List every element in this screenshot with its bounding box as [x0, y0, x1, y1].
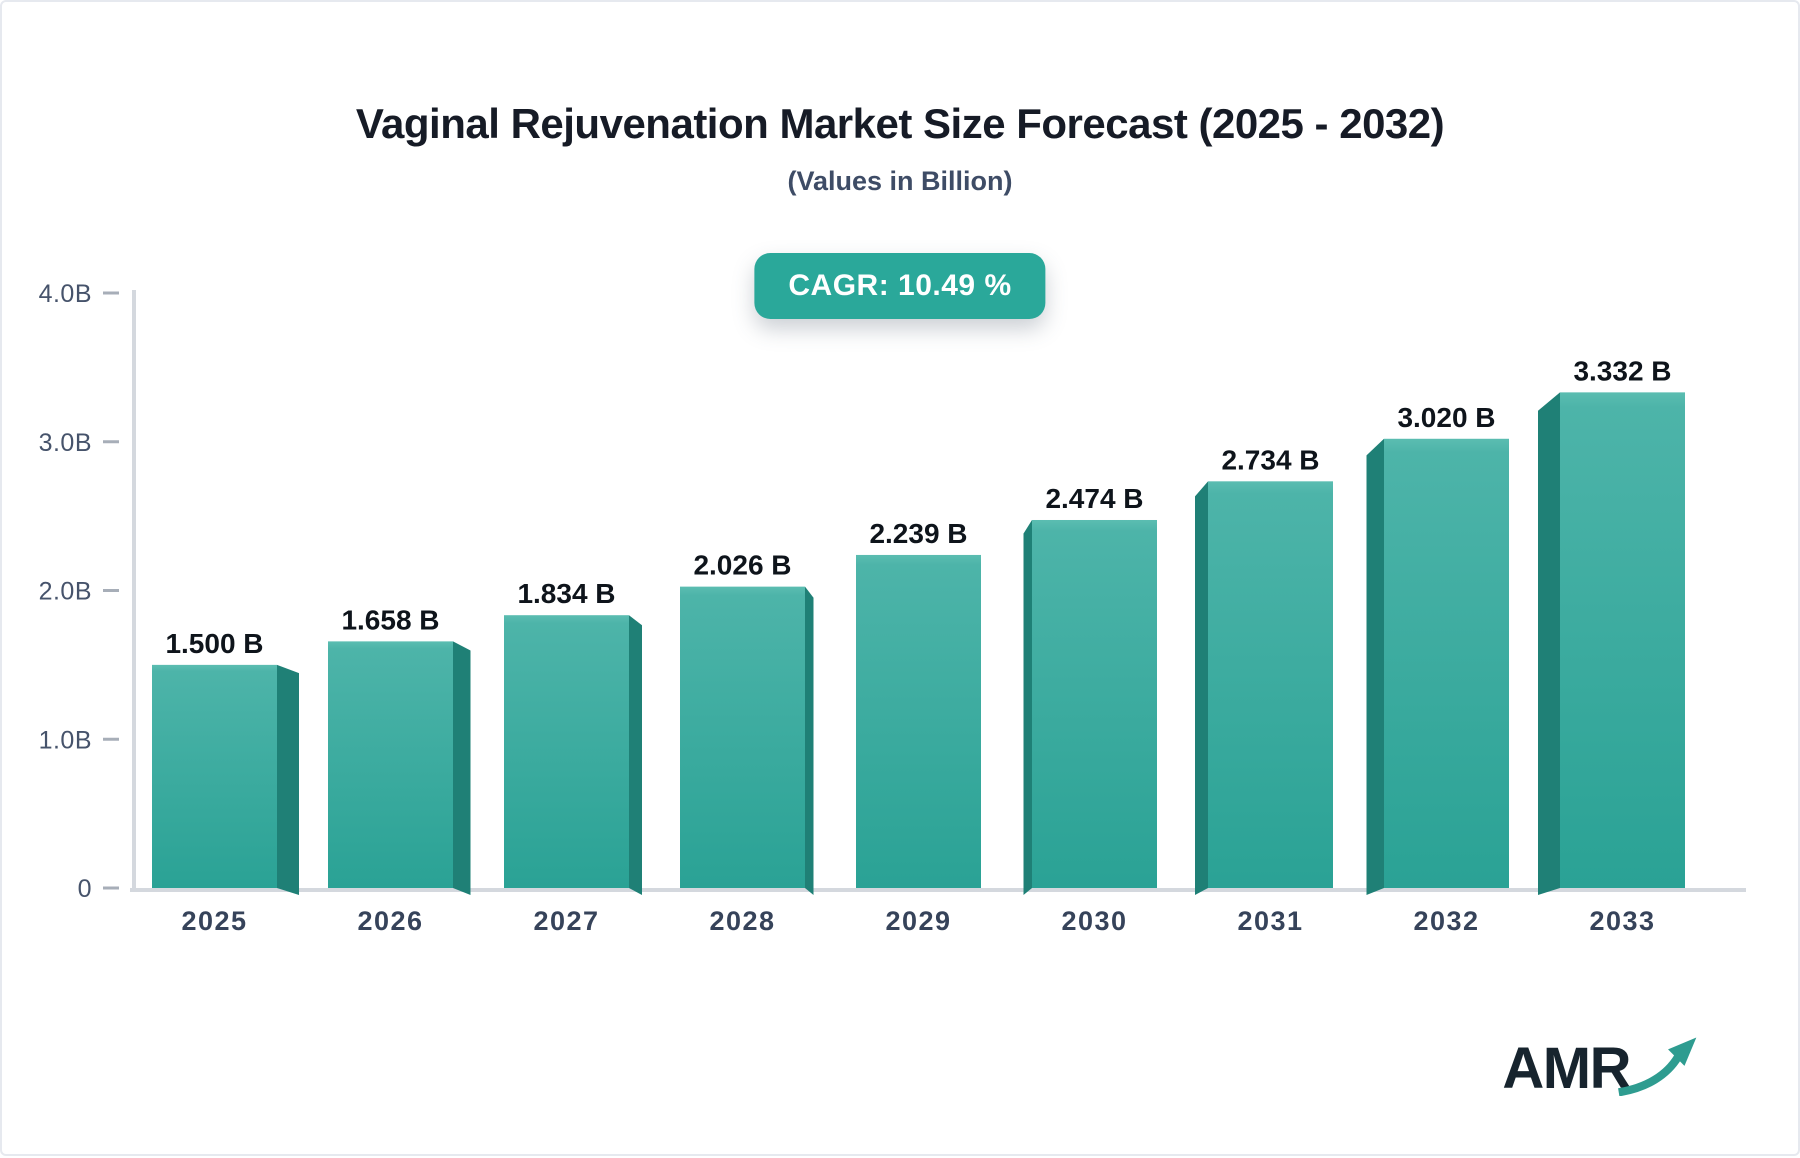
- bar-2026: [328, 641, 453, 888]
- bar-side-2028: [805, 586, 814, 895]
- bar-value-label-2029: 2.239 B: [869, 518, 967, 549]
- bar-side-2033: [1538, 392, 1560, 895]
- bar-side-2031: [1195, 481, 1208, 895]
- x-tick-label-2028: 2028: [709, 906, 775, 936]
- bar-2031: [1208, 481, 1333, 888]
- bar-value-label-2025: 1.500 B: [165, 628, 263, 659]
- bar-2030: [1032, 519, 1157, 888]
- bar-value-label-2028: 2.026 B: [693, 550, 791, 581]
- y-tick-mark: [103, 291, 119, 295]
- bar-value-label-2026: 1.658 B: [341, 604, 439, 635]
- x-tick-label-2032: 2032: [1413, 906, 1479, 936]
- amr-logo-text: AMR: [1502, 1036, 1631, 1101]
- chart-title: Vaginal Rejuvenation Market Size Forecas…: [355, 100, 1445, 147]
- x-tick-label-2026: 2026: [357, 906, 423, 936]
- y-tick-label: 1.0B: [39, 726, 92, 754]
- x-axis-line: [130, 888, 1746, 892]
- x-tick-label-2031: 2031: [1237, 906, 1303, 936]
- x-tick-label-2027: 2027: [533, 906, 599, 936]
- bar-side-2025: [277, 664, 299, 895]
- bar-side-2026: [453, 641, 471, 895]
- cagr-badge: CAGR: 10.49 %: [754, 253, 1046, 319]
- y-tick-mark: [103, 440, 119, 444]
- bar-side-2030: [1023, 519, 1032, 895]
- chart-subtitle: (Values in Billion): [787, 166, 1013, 196]
- y-tick-mark: [103, 589, 119, 592]
- x-tick-label-2030: 2030: [1061, 906, 1127, 936]
- y-axis-line: [132, 290, 136, 892]
- y-tick-label: 0: [78, 875, 92, 903]
- bar-2033: [1560, 392, 1685, 888]
- y-tick-label: 2.0B: [39, 578, 92, 606]
- plot-area: 0 1.0B 2.0B 3.0B 4.0B 1.500 B 2025 1.658 B 2026 1…: [39, 280, 1746, 936]
- bar-2028: [680, 586, 805, 888]
- bar-2029: [856, 554, 981, 888]
- y-tick-mark: [103, 886, 119, 890]
- x-tick-label-2033: 2033: [1589, 906, 1655, 936]
- y-tick-label: 4.0B: [39, 280, 92, 308]
- bar-2032: [1384, 438, 1509, 888]
- bar-2027: [504, 615, 629, 888]
- bar-value-label-2031: 2.734 B: [1221, 444, 1319, 475]
- growth-arrow-icon: [1618, 1037, 1697, 1096]
- y-tick-mark: [103, 737, 119, 741]
- bar-side-2027: [629, 615, 642, 895]
- bar-value-label-2032: 3.020 B: [1397, 402, 1495, 433]
- bar-2025: [152, 664, 277, 888]
- x-tick-label-2025: 2025: [181, 906, 247, 936]
- amr-logo: AMR: [1502, 1032, 1700, 1098]
- x-tick-label-2029: 2029: [885, 906, 951, 936]
- bar-value-label-2030: 2.474 B: [1045, 483, 1143, 514]
- bar-value-label-2027: 1.834 B: [517, 578, 615, 609]
- y-tick-label: 3.0B: [39, 429, 92, 457]
- bar-side-2032: [1366, 438, 1384, 895]
- bar-value-label-2033: 3.332 B: [1573, 355, 1671, 386]
